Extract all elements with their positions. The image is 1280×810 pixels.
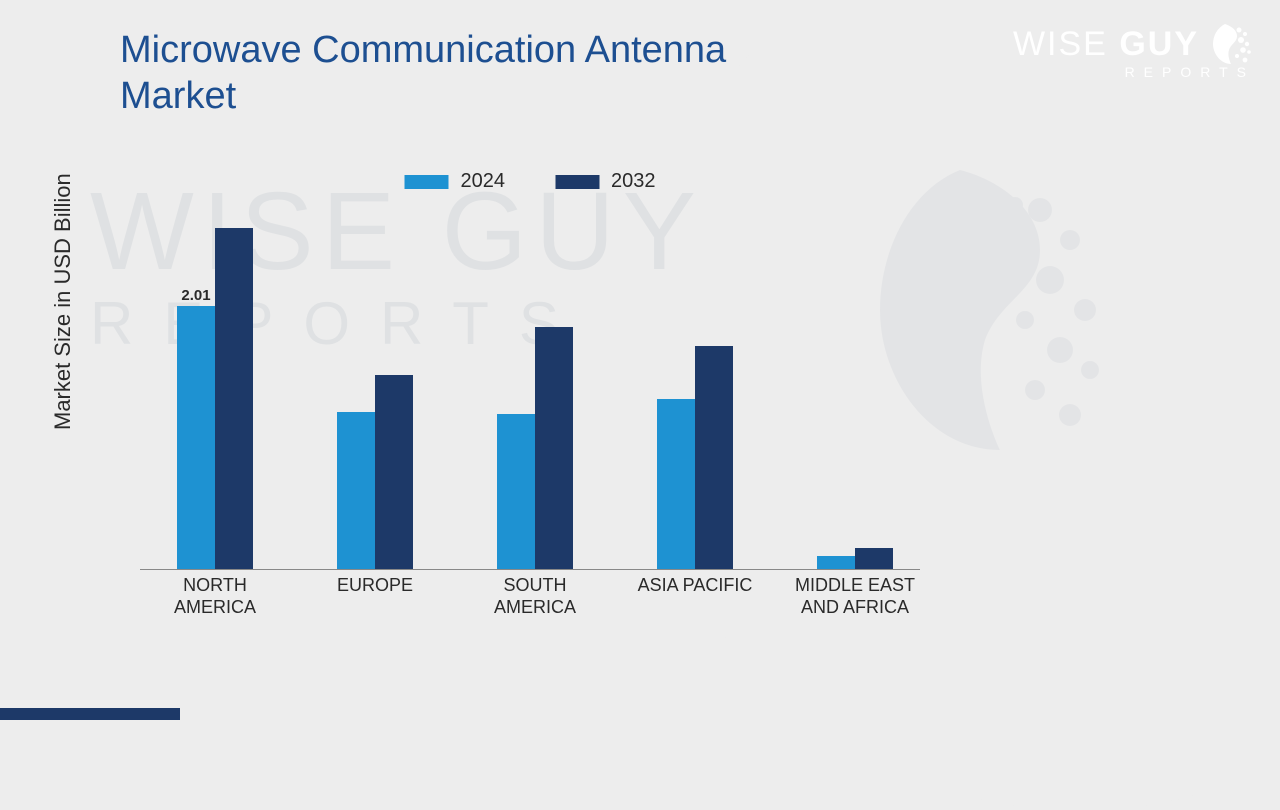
bar-2024 bbox=[497, 414, 535, 569]
brand-logo: WISE GUY REPORTS bbox=[1013, 20, 1255, 80]
bottom-accent-bar bbox=[0, 708, 180, 720]
x-axis-labels: NORTH AMERICA EUROPE SOUTH AMERICA ASIA PAC… bbox=[140, 575, 920, 675]
bar-group bbox=[490, 327, 580, 569]
plot-region: 2024 2032 2.01 bbox=[140, 170, 920, 570]
bar-value-label: 2.01 bbox=[177, 287, 215, 304]
legend-swatch-2024 bbox=[405, 175, 449, 189]
legend-swatch-2032 bbox=[555, 175, 599, 189]
chart-area: Market Size in USD Billion 2024 2032 2.0… bbox=[60, 150, 930, 700]
x-axis-category-label: MIDDLE EAST AND AFRICA bbox=[785, 575, 925, 618]
brand-head-icon bbox=[1207, 20, 1255, 68]
bar-2024 bbox=[337, 412, 375, 569]
bar-2024 bbox=[657, 399, 695, 569]
bar-2032 bbox=[695, 346, 733, 569]
y-axis-label: Market Size in USD Billion bbox=[50, 173, 76, 430]
bar-2032 bbox=[375, 375, 413, 569]
legend-item-2024: 2024 bbox=[405, 170, 506, 193]
bar-group: 2.01 bbox=[170, 228, 260, 569]
chart-title: Microwave Communication Antenna Market bbox=[120, 28, 820, 119]
x-axis-category-label: ASIA PACIFIC bbox=[625, 575, 765, 597]
legend: 2024 2032 bbox=[405, 170, 656, 193]
legend-label-2024: 2024 bbox=[461, 170, 506, 193]
bar-2024 bbox=[817, 556, 855, 569]
legend-label-2032: 2032 bbox=[611, 170, 656, 193]
bar-group bbox=[330, 375, 420, 569]
x-axis-category-label: EUROPE bbox=[305, 575, 445, 597]
x-axis-category-label: SOUTH AMERICA bbox=[465, 575, 605, 618]
brand-logo-main: WISE GUY bbox=[1013, 20, 1255, 68]
bar-2032 bbox=[855, 548, 893, 569]
brand-word-1: WISE bbox=[1013, 25, 1108, 63]
x-axis-category-label: NORTH AMERICA bbox=[145, 575, 285, 618]
bar-group bbox=[650, 346, 740, 569]
legend-item-2032: 2032 bbox=[555, 170, 656, 193]
bar-2032 bbox=[215, 228, 253, 569]
bar-2032 bbox=[535, 327, 573, 569]
bar-2024: 2.01 bbox=[177, 306, 215, 569]
bar-group bbox=[810, 548, 900, 569]
brand-word-2: GUY bbox=[1119, 25, 1199, 63]
